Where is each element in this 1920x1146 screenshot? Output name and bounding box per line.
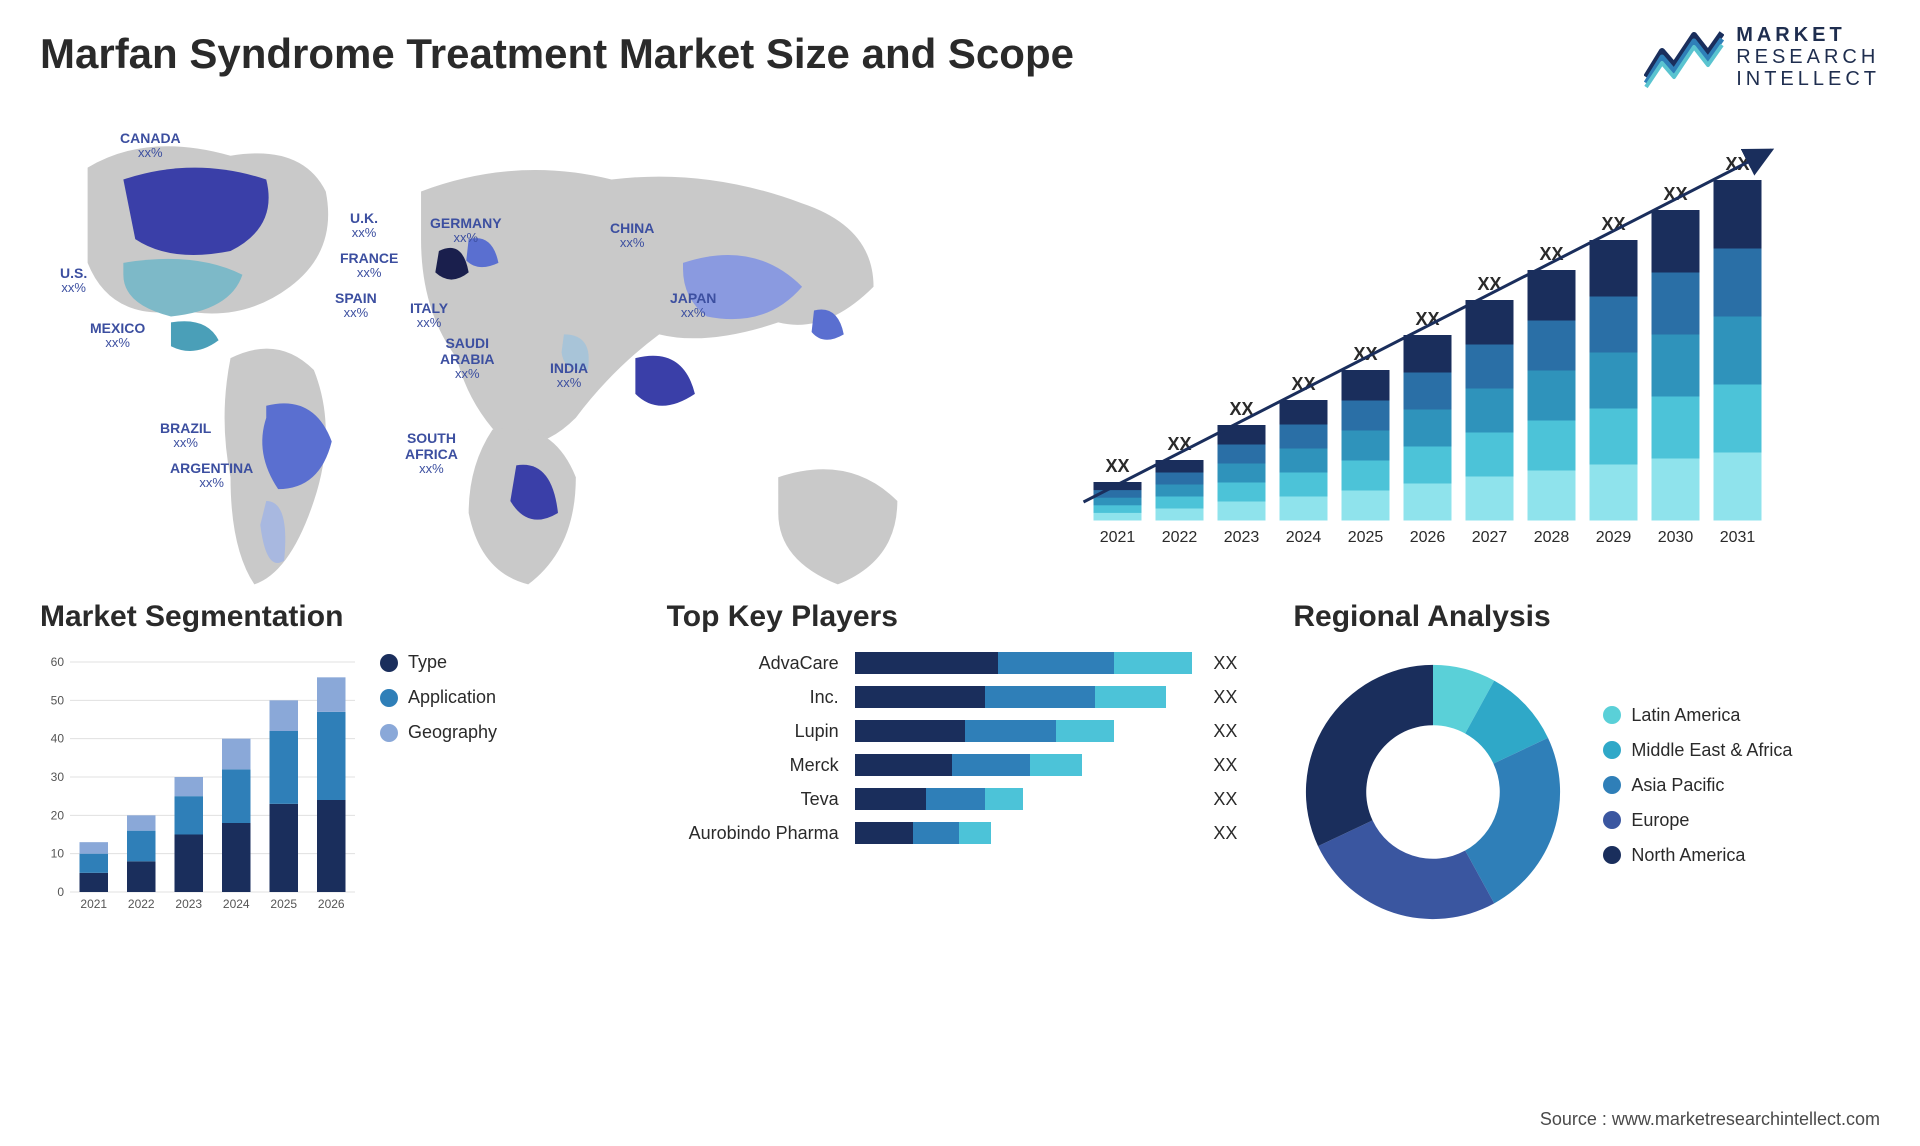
map-country-label: ARGENTINAxx% bbox=[170, 460, 253, 491]
svg-text:2029: 2029 bbox=[1596, 529, 1632, 546]
svg-text:60: 60 bbox=[51, 655, 65, 669]
svg-text:2024: 2024 bbox=[1286, 529, 1322, 546]
player-row: Inc.XX bbox=[667, 686, 1254, 708]
segmentation-chart: 0 10 20 30 40 50 60 2021 2022 2023 2024 2025 2026 bbox=[40, 652, 360, 922]
legend-item: Type bbox=[380, 652, 497, 673]
logo-line1: MARKET bbox=[1736, 24, 1880, 46]
map-country-label: GERMANYxx% bbox=[430, 215, 502, 246]
player-row: MerckXX bbox=[667, 754, 1254, 776]
map-country-label: ITALYxx% bbox=[410, 300, 448, 331]
regional-legend: Latin America Middle East & Africa Asia Pa… bbox=[1603, 705, 1792, 880]
world-map: CANADAxx% U.S.xx%MEXICOxx% BRAZILxx% ARGENT… bbox=[40, 120, 945, 560]
svg-text:2025: 2025 bbox=[1348, 529, 1384, 546]
key-players-chart: AdvaCareXX Inc.XX LupinXX MerckXX TevaXX Auro… bbox=[667, 652, 1254, 844]
svg-text:2022: 2022 bbox=[128, 897, 155, 911]
svg-text:20: 20 bbox=[51, 808, 65, 822]
legend-item: Application bbox=[380, 687, 497, 708]
logo-line3: INTELLECT bbox=[1736, 68, 1880, 90]
logo-line2: RESEARCH bbox=[1736, 46, 1880, 68]
svg-text:2031: 2031 bbox=[1720, 529, 1756, 546]
map-country-label: U.S.xx% bbox=[60, 265, 87, 296]
svg-text:2025: 2025 bbox=[270, 897, 297, 911]
segmentation-legend: Type Application Geography bbox=[380, 652, 497, 757]
svg-text:0: 0 bbox=[57, 885, 64, 899]
svg-text:XX: XX bbox=[1105, 456, 1129, 476]
map-country-label: INDIAxx% bbox=[550, 360, 588, 391]
map-country-label: SAUDIARABIAxx% bbox=[440, 335, 494, 382]
map-country-label: SPAINxx% bbox=[335, 290, 377, 321]
map-country-label: CHINAxx% bbox=[610, 220, 654, 251]
player-row: LupinXX bbox=[667, 720, 1254, 742]
map-country-label: SOUTHAFRICAxx% bbox=[405, 430, 458, 477]
svg-text:2024: 2024 bbox=[223, 897, 250, 911]
legend-item: Europe bbox=[1603, 810, 1792, 831]
svg-text:40: 40 bbox=[51, 732, 65, 746]
svg-text:2026: 2026 bbox=[1410, 529, 1446, 546]
map-country-label: BRAZILxx% bbox=[160, 420, 211, 451]
svg-text:2023: 2023 bbox=[1224, 529, 1260, 546]
map-country-label: FRANCExx% bbox=[340, 250, 398, 281]
svg-text:2022: 2022 bbox=[1162, 529, 1198, 546]
key-players-panel: Top Key Players AdvaCareXXInc.XXLupinXXM… bbox=[667, 600, 1254, 932]
regional-panel: Regional Analysis Latin America Middle Ea… bbox=[1293, 600, 1880, 932]
svg-text:10: 10 bbox=[51, 847, 65, 861]
legend-item: Asia Pacific bbox=[1603, 775, 1792, 796]
regional-donut-chart bbox=[1293, 652, 1573, 932]
player-row: Aurobindo PharmaXX bbox=[667, 822, 1254, 844]
brand-logo: MARKET RESEARCH INTELLECT bbox=[1644, 24, 1880, 90]
svg-text:XX: XX bbox=[1167, 434, 1191, 454]
page-title: Marfan Syndrome Treatment Market Size an… bbox=[40, 30, 1074, 78]
logo-mark-icon bbox=[1644, 25, 1724, 89]
legend-item: Latin America bbox=[1603, 705, 1792, 726]
map-country-label: MEXICOxx% bbox=[90, 320, 145, 351]
legend-item: Middle East & Africa bbox=[1603, 740, 1792, 761]
svg-text:2021: 2021 bbox=[80, 897, 107, 911]
svg-text:2021: 2021 bbox=[1100, 529, 1136, 546]
legend-item: Geography bbox=[380, 722, 497, 743]
map-country-label: CANADAxx% bbox=[120, 130, 181, 161]
svg-text:50: 50 bbox=[51, 693, 65, 707]
svg-text:30: 30 bbox=[51, 770, 65, 784]
svg-text:2023: 2023 bbox=[175, 897, 202, 911]
regional-title: Regional Analysis bbox=[1293, 600, 1880, 634]
svg-text:2028: 2028 bbox=[1534, 529, 1570, 546]
svg-text:2026: 2026 bbox=[318, 897, 345, 911]
map-country-label: U.K.xx% bbox=[350, 210, 378, 241]
svg-text:2030: 2030 bbox=[1658, 529, 1694, 546]
svg-text:2027: 2027 bbox=[1472, 529, 1508, 546]
player-row: AdvaCareXX bbox=[667, 652, 1254, 674]
player-row: TevaXX bbox=[667, 788, 1254, 810]
growth-bar-chart: 2021XX2022XX2023XX2024XX2025XX2026XX2027… bbox=[975, 120, 1880, 560]
segmentation-panel: Market Segmentation 01020304050602021202… bbox=[40, 600, 627, 932]
source-attribution: Source : www.marketresearchintellect.com bbox=[1540, 1109, 1880, 1130]
legend-item: North America bbox=[1603, 845, 1792, 866]
map-country-label: JAPANxx% bbox=[670, 290, 716, 321]
